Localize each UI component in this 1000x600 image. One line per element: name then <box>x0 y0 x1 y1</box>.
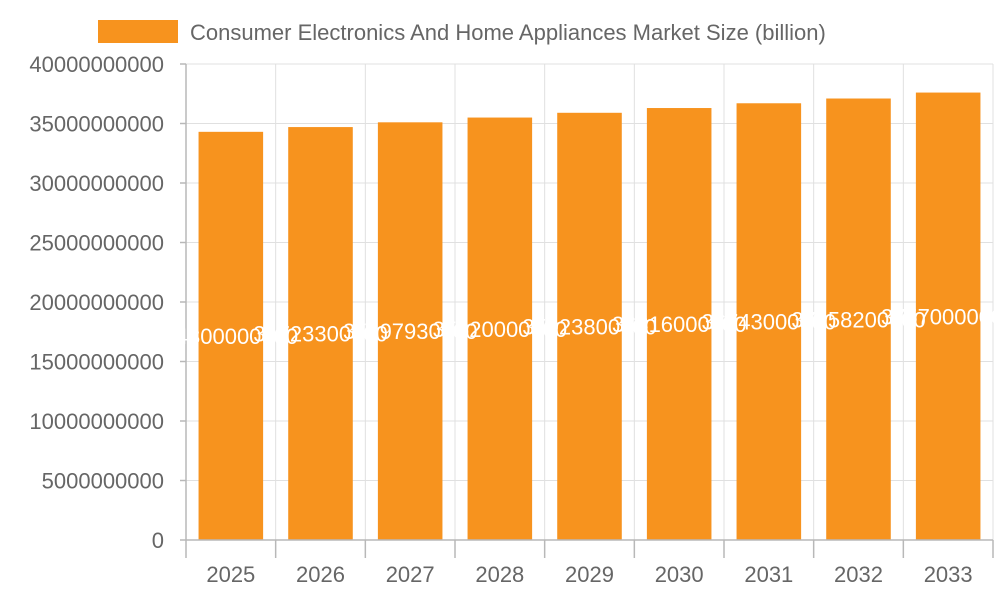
bar <box>198 131 264 540</box>
bar <box>915 92 981 540</box>
bar <box>826 98 891 540</box>
bar <box>557 112 622 540</box>
x-tick-label: 2030 <box>655 562 704 587</box>
y-tick-label: 10000000000 <box>29 409 164 434</box>
x-tick-label: 2029 <box>565 562 614 587</box>
x-tick-label: 2028 <box>475 562 524 587</box>
bar-value-label: 36743000000 <box>702 310 837 335</box>
bar-value-label: 37158200000 <box>791 307 926 332</box>
bar-value-label: 35620000000 <box>433 317 568 342</box>
data-labels: 3430000000034723300000351979300003562000… <box>164 304 1000 349</box>
bars <box>198 92 981 541</box>
x-tick-label: 2026 <box>296 562 345 587</box>
legend-swatch <box>98 20 178 43</box>
x-axis-ticks: 2025 2026 2027 2028 2029 2030 2031 2032 2033 <box>185 540 994 587</box>
y-tick-label: 30000000000 <box>29 171 164 196</box>
bar <box>467 117 533 541</box>
bar <box>736 103 802 541</box>
legend: Consumer Electronics And Home Appliances… <box>98 20 826 45</box>
bar-value-label: 35197930000 <box>343 319 478 344</box>
x-tick-label: 2027 <box>386 562 435 587</box>
y-axis-ticks: 0 5000000000 10000000000 15000000000 2000000… <box>29 52 186 553</box>
bar-value-label: 37570000000 <box>881 304 1000 329</box>
y-tick-label: 15000000000 <box>29 350 164 375</box>
legend-label: Consumer Electronics And Home Appliances… <box>190 20 826 45</box>
y-tick-label: 5000000000 <box>42 469 164 494</box>
bar <box>646 108 712 540</box>
y-tick-label: 40000000000 <box>29 52 164 77</box>
bar <box>377 122 443 540</box>
y-tick-label: 20000000000 <box>29 290 164 315</box>
bar-value-label: 35923800000 <box>522 314 657 339</box>
x-tick-label: 2032 <box>834 562 883 587</box>
y-tick-label: 0 <box>152 528 164 553</box>
y-tick-label: 25000000000 <box>29 231 164 256</box>
x-tick-label: 2031 <box>744 562 793 587</box>
bar <box>288 127 353 540</box>
bar-value-label: 34723300000 <box>253 322 388 347</box>
bar-value-label: 34300000000 <box>164 324 299 349</box>
x-tick-label: 2033 <box>924 562 973 587</box>
y-tick-label: 35000000000 <box>29 112 164 137</box>
bar-value-label: 36316000000 <box>612 312 747 337</box>
x-tick-label: 2025 <box>206 562 255 587</box>
